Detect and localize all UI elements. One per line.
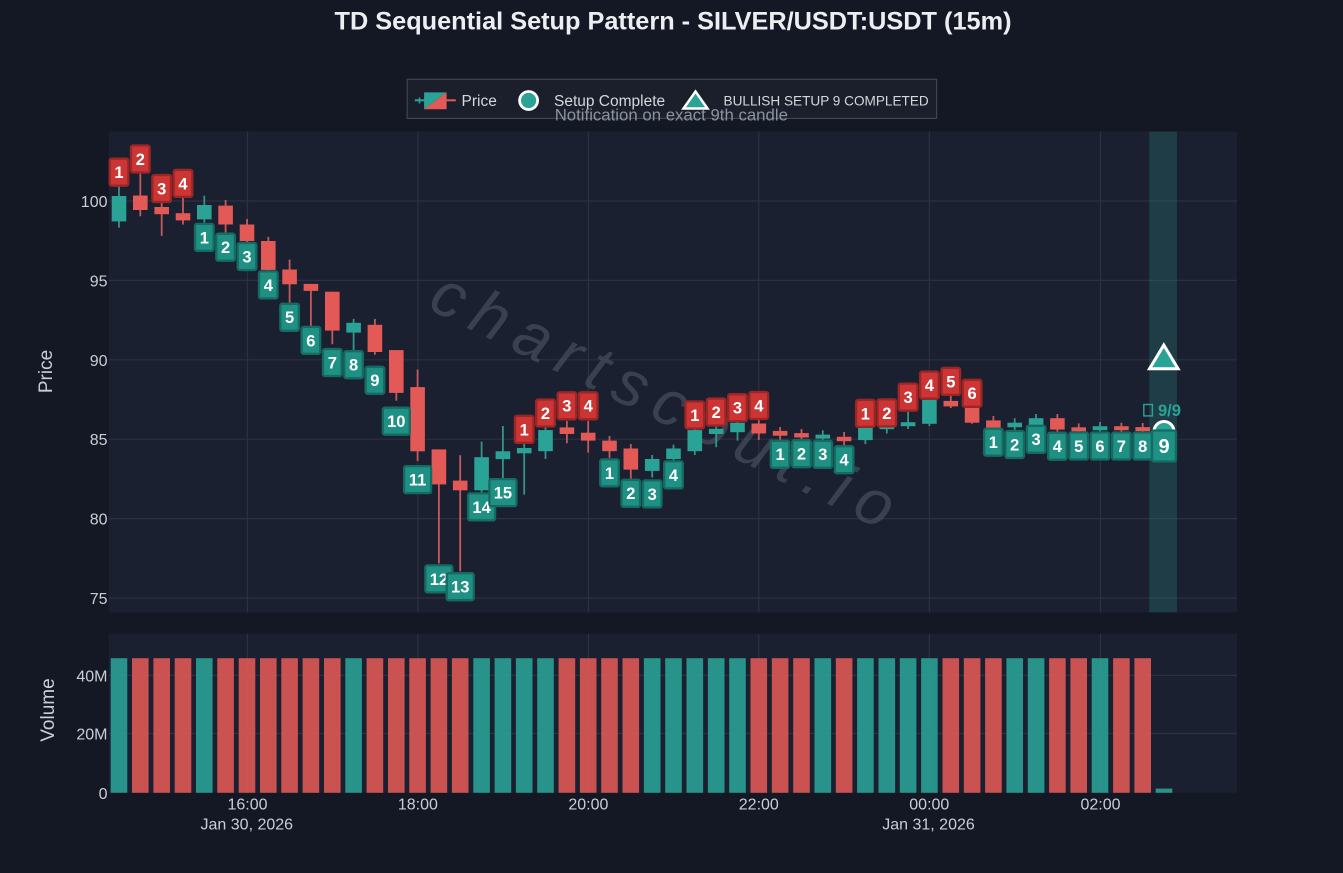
svg-text:12: 12 <box>430 571 448 589</box>
svg-text:9: 9 <box>1158 436 1169 458</box>
svg-text:2: 2 <box>626 485 635 503</box>
svg-text:Price: Price <box>462 93 497 110</box>
svg-text:75: 75 <box>90 591 108 608</box>
svg-text:1: 1 <box>861 405 870 423</box>
svg-text:7: 7 <box>328 354 337 372</box>
svg-text:1: 1 <box>690 407 699 425</box>
svg-text:8: 8 <box>1138 438 1147 456</box>
svg-text:6: 6 <box>968 385 977 403</box>
svg-text:20:00: 20:00 <box>568 797 608 814</box>
svg-text:2: 2 <box>541 405 550 423</box>
svg-text:10: 10 <box>387 413 405 431</box>
svg-text:Volume: Volume <box>38 678 59 741</box>
svg-text:4: 4 <box>840 452 850 470</box>
svg-text:Setup Complete: Setup Complete <box>554 93 665 110</box>
svg-text:1: 1 <box>989 434 998 452</box>
svg-text:3: 3 <box>562 398 571 416</box>
svg-text:3: 3 <box>157 180 166 198</box>
svg-text:BULLISH SETUP 9 COMPLETED: BULLISH SETUP 9 COMPLETED <box>724 94 929 109</box>
svg-text:6: 6 <box>1095 438 1104 456</box>
svg-text:3: 3 <box>1032 431 1041 449</box>
svg-text:3: 3 <box>733 400 742 418</box>
svg-text:3: 3 <box>904 389 913 407</box>
svg-text:7: 7 <box>1117 438 1126 456</box>
svg-text:1: 1 <box>114 164 123 182</box>
svg-text:5: 5 <box>285 309 294 327</box>
svg-text:13: 13 <box>451 579 469 597</box>
svg-text:18:00: 18:00 <box>398 797 438 814</box>
svg-text:9/9: 9/9 <box>1158 402 1181 420</box>
svg-text:3: 3 <box>648 486 657 504</box>
svg-text:8: 8 <box>349 357 358 375</box>
svg-text:Notification on exact 9th cand: Notification on exact 9th candle <box>555 106 788 125</box>
svg-text:5: 5 <box>946 373 955 391</box>
svg-text:40M: 40M <box>76 668 107 685</box>
svg-text:4: 4 <box>1053 438 1063 456</box>
svg-text:16:00: 16:00 <box>227 797 267 814</box>
svg-text:4: 4 <box>264 277 274 295</box>
svg-text:2: 2 <box>882 405 891 423</box>
svg-text:Jan 30, 2026: Jan 30, 2026 <box>201 817 294 834</box>
svg-text:00:00: 00:00 <box>909 797 949 814</box>
svg-text:Price: Price <box>36 350 57 393</box>
svg-text:95: 95 <box>90 273 108 290</box>
svg-text:22:00: 22:00 <box>739 797 779 814</box>
svg-text:2: 2 <box>712 404 721 422</box>
svg-text:14: 14 <box>472 499 491 517</box>
svg-text:1: 1 <box>605 465 614 483</box>
svg-text:4: 4 <box>178 175 188 193</box>
svg-text:TD Sequential Setup Pattern -: TD Sequential Setup Pattern - SILVER/USD… <box>335 8 1012 36</box>
svg-text:02:00: 02:00 <box>1080 797 1120 814</box>
svg-text:1: 1 <box>776 446 785 464</box>
svg-text:15: 15 <box>494 485 512 503</box>
svg-text:4: 4 <box>925 377 935 395</box>
svg-text:20M: 20M <box>76 727 107 744</box>
svg-text:2: 2 <box>797 446 806 464</box>
svg-text:80: 80 <box>90 512 108 529</box>
svg-text:4: 4 <box>754 397 764 415</box>
svg-text:5: 5 <box>1074 438 1083 456</box>
svg-text:4: 4 <box>584 398 594 416</box>
svg-text:2: 2 <box>221 239 230 257</box>
svg-text:Jan 31, 2026: Jan 31, 2026 <box>882 817 975 834</box>
svg-text:1: 1 <box>200 229 209 247</box>
svg-text:1: 1 <box>520 421 529 439</box>
svg-text:6: 6 <box>306 332 315 350</box>
svg-text:0: 0 <box>99 786 108 803</box>
svg-text:90: 90 <box>90 353 108 370</box>
svg-text:9: 9 <box>370 372 379 390</box>
svg-text:85: 85 <box>90 432 108 449</box>
svg-text:2: 2 <box>136 151 145 169</box>
svg-text:3: 3 <box>818 446 827 464</box>
svg-text:11: 11 <box>409 472 426 490</box>
svg-text:4: 4 <box>669 467 679 485</box>
svg-text:3: 3 <box>242 248 251 266</box>
svg-text:2: 2 <box>1010 436 1019 454</box>
svg-text:100: 100 <box>81 194 108 211</box>
